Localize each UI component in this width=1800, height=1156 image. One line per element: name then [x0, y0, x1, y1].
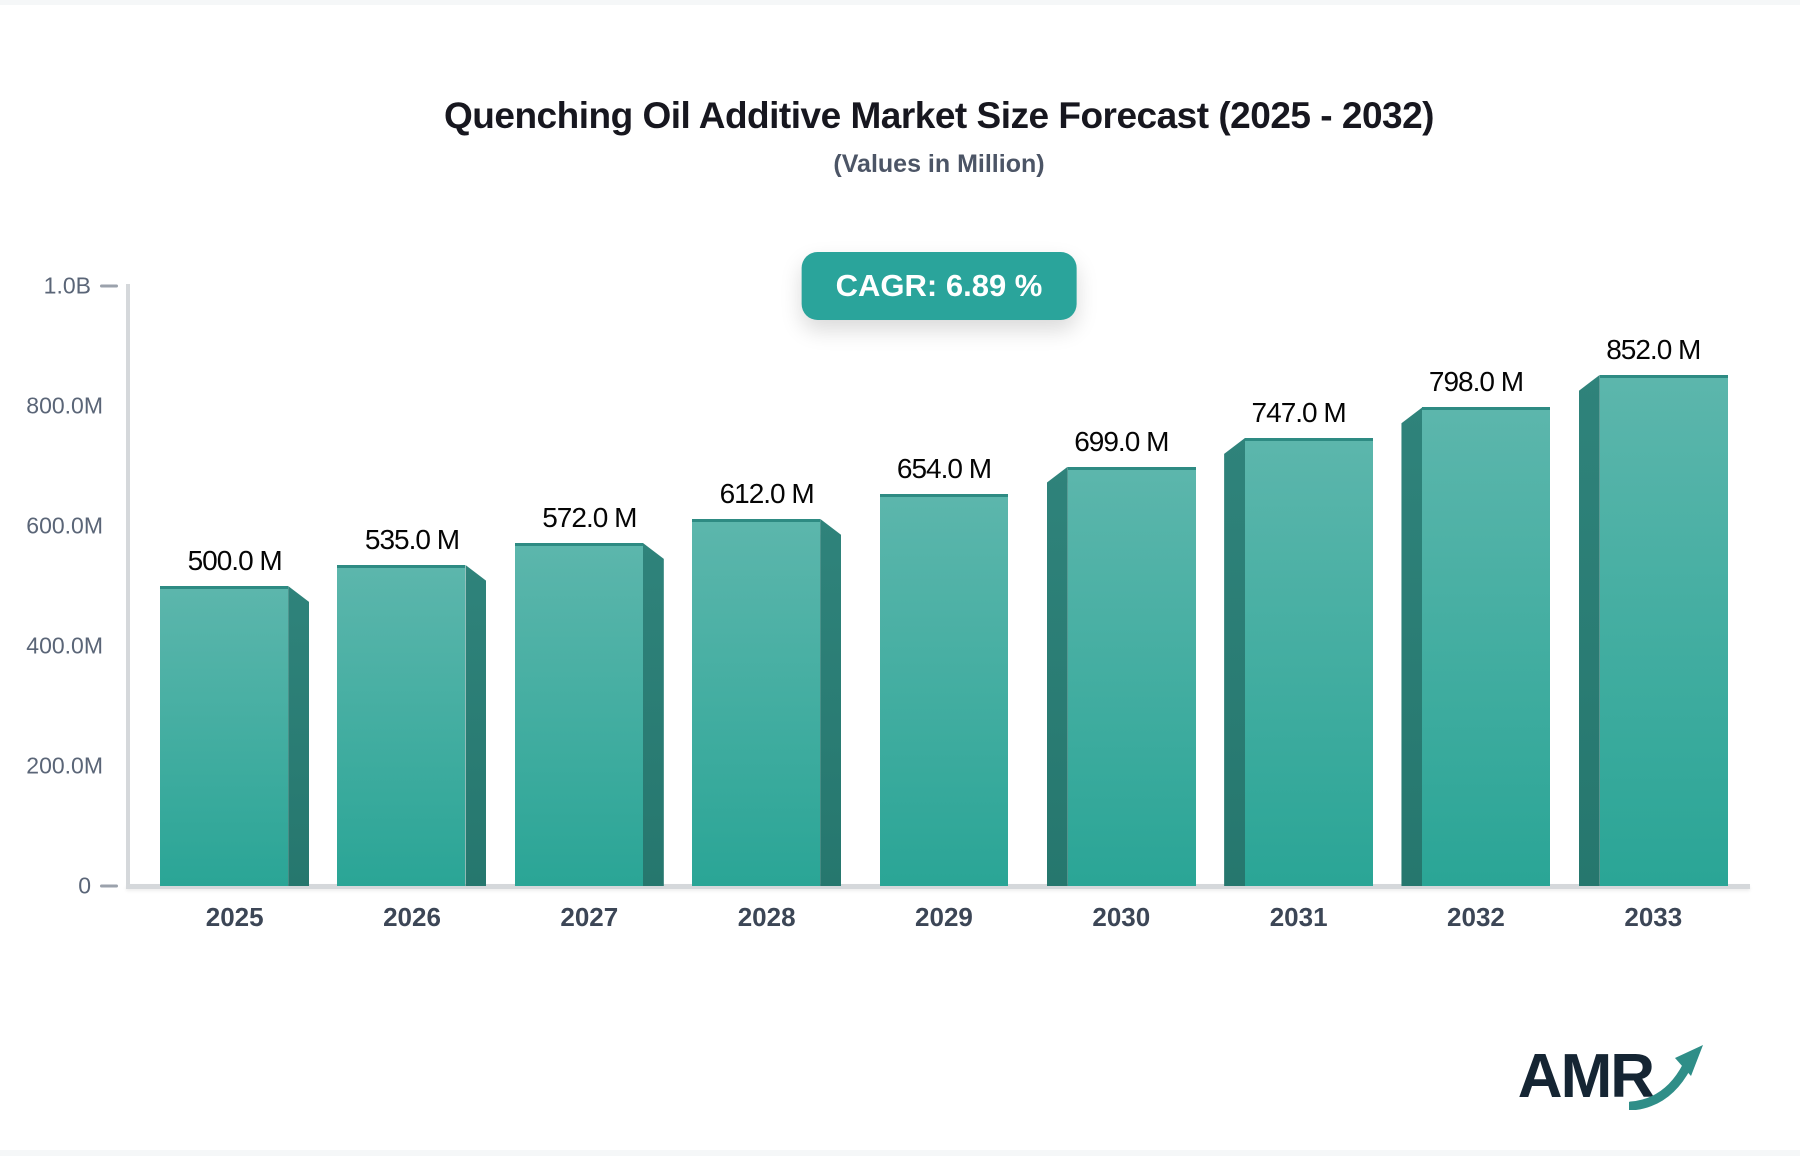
bar	[1224, 437, 1374, 886]
year-label: 2027	[560, 902, 619, 932]
y-tick-label: 800.0M	[26, 392, 103, 419]
bar-value-label: 612.0 M	[719, 477, 815, 509]
y-tick: 800.0M	[26, 393, 118, 420]
bar-column: 654.0 M	[855, 286, 1032, 886]
bar	[514, 542, 664, 886]
bar-column: 572.0 M	[501, 286, 678, 886]
bar-main-face	[1599, 374, 1728, 886]
bar	[160, 586, 310, 886]
plot-area: 500.0 M 535.0 M 572.0 M 612.0 M 654.0 M 699.0…	[128, 286, 1750, 886]
bar-value-label: 572.0 M	[542, 501, 637, 533]
y-tick-dash	[100, 884, 118, 888]
page-bottom-edge	[0, 1150, 1800, 1156]
bar-value-label: 500.0 M	[187, 545, 283, 576]
y-axis-line	[126, 284, 130, 888]
bar	[337, 565, 487, 886]
y-tick-label: 200.0M	[26, 752, 103, 779]
amr-logo-text: AMR	[1517, 1042, 1655, 1111]
bar-side-face	[820, 518, 842, 886]
page-top-edge	[0, 0, 1800, 5]
year-label: 2030	[1092, 902, 1151, 932]
bar-value-label: 535.0 M	[364, 524, 460, 555]
x-axis-labels: 2025 2026 2027 2028 2029 2030 2031 2032 2033	[146, 902, 1742, 933]
y-tick: 200.0M	[26, 753, 118, 780]
bar	[1401, 407, 1551, 886]
year-label: 2025	[205, 902, 264, 932]
y-tick-dash	[100, 284, 118, 288]
y-tick-label: 600.0M	[26, 512, 103, 539]
year-label: 2029	[915, 902, 973, 932]
y-tick: 0	[78, 873, 118, 900]
bar-main-face	[692, 518, 821, 886]
bar-main-face	[1422, 407, 1551, 886]
bar-value-label: 852.0 M	[1606, 333, 1701, 365]
bar-column: 852.0 M	[1565, 286, 1742, 886]
page-subtitle: (Values in Million)	[833, 150, 1045, 178]
bars-row: 500.0 M 535.0 M 572.0 M 612.0 M 654.0 M 699.0…	[146, 286, 1742, 886]
amr-logo: AMR	[1517, 1042, 1705, 1111]
y-tick-label: 400.0M	[26, 632, 103, 659]
bar-side-face	[1401, 407, 1423, 886]
year-label: 2031	[1269, 902, 1328, 932]
bar-main-face	[160, 586, 289, 886]
y-tick-label: 0	[78, 872, 91, 899]
bar-column: 535.0 M	[323, 286, 500, 886]
year-label: 2032	[1447, 902, 1505, 932]
bar	[692, 518, 842, 886]
x-axis-line	[126, 884, 1750, 889]
y-axis: 1.0B 800.0M 600.0M 400.0M 200.0M 0	[0, 273, 118, 899]
bar-main-face	[337, 565, 466, 886]
bar-main-face	[1245, 437, 1374, 886]
bar-side-face	[465, 565, 487, 886]
bar-main-face	[1067, 466, 1196, 886]
bar-value-label: 654.0 M	[896, 452, 992, 484]
y-tick: 400.0M	[26, 633, 118, 660]
page-title: Quenching Oil Additive Market Size Forec…	[443, 95, 1435, 136]
bar-side-face	[642, 542, 664, 886]
bar-side-face	[1046, 466, 1068, 886]
bar-main-face	[879, 493, 1008, 886]
bar	[1046, 466, 1196, 886]
bar-column: 747.0 M	[1210, 286, 1387, 886]
bar-column: 500.0 M	[146, 286, 323, 886]
year-label: 2026	[383, 902, 441, 932]
growth-arrow-icon	[1629, 1045, 1703, 1110]
bar-side-face	[288, 586, 310, 886]
bar-value-label: 699.0 M	[1074, 425, 1169, 457]
bar-side-face	[1224, 437, 1246, 886]
y-tick: 1.0B	[44, 273, 118, 300]
bar-value-label: 798.0 M	[1428, 366, 1524, 398]
bar-column: 699.0 M	[1033, 286, 1210, 886]
year-label: 2028	[737, 902, 796, 932]
y-tick-label: 1.0B	[43, 272, 91, 299]
cagr-badge: CAGR: 6.89 %	[801, 252, 1077, 320]
y-tick: 600.0M	[26, 513, 118, 540]
bar	[879, 493, 1008, 886]
bar	[1578, 374, 1728, 886]
bar-column: 798.0 M	[1387, 286, 1564, 886]
year-label: 2033	[1624, 902, 1683, 932]
bar-main-face	[514, 542, 643, 886]
bar-column: 612.0 M	[678, 286, 855, 886]
bar-side-face	[1578, 374, 1600, 886]
bar-value-label: 747.0 M	[1251, 396, 1347, 428]
